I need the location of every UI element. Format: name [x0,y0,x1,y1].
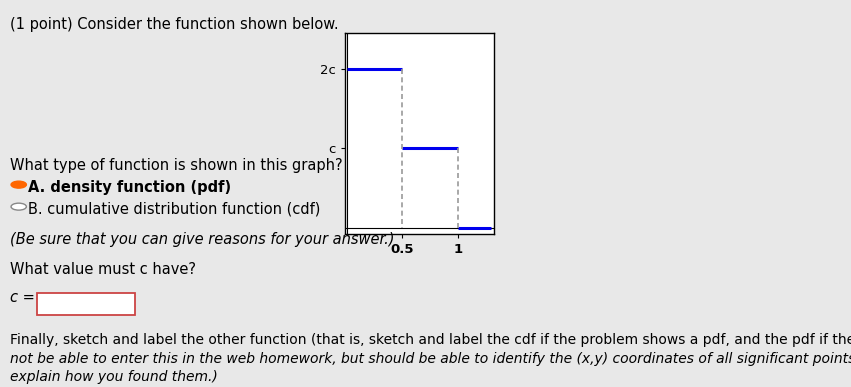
Text: What type of function is shown in this graph?: What type of function is shown in this g… [10,158,343,173]
Text: B. cumulative distribution function (cdf): B. cumulative distribution function (cdf… [28,202,321,217]
Text: not be able to enter this in the web homework, but should be able to identify th: not be able to enter this in the web hom… [10,352,851,366]
Text: explain how you found them.): explain how you found them.) [10,370,218,384]
Text: What value must c have?: What value must c have? [10,262,197,277]
Text: c =: c = [10,290,35,305]
Text: Finally, sketch and label the other function (that is, sketch and label the cdf : Finally, sketch and label the other func… [10,333,851,347]
Text: (1 point) Consider the function shown below.: (1 point) Consider the function shown be… [10,17,339,33]
Text: (Be sure that you can give reasons for your answer.): (Be sure that you can give reasons for y… [10,232,395,247]
Text: A. density function (pdf): A. density function (pdf) [28,180,231,195]
